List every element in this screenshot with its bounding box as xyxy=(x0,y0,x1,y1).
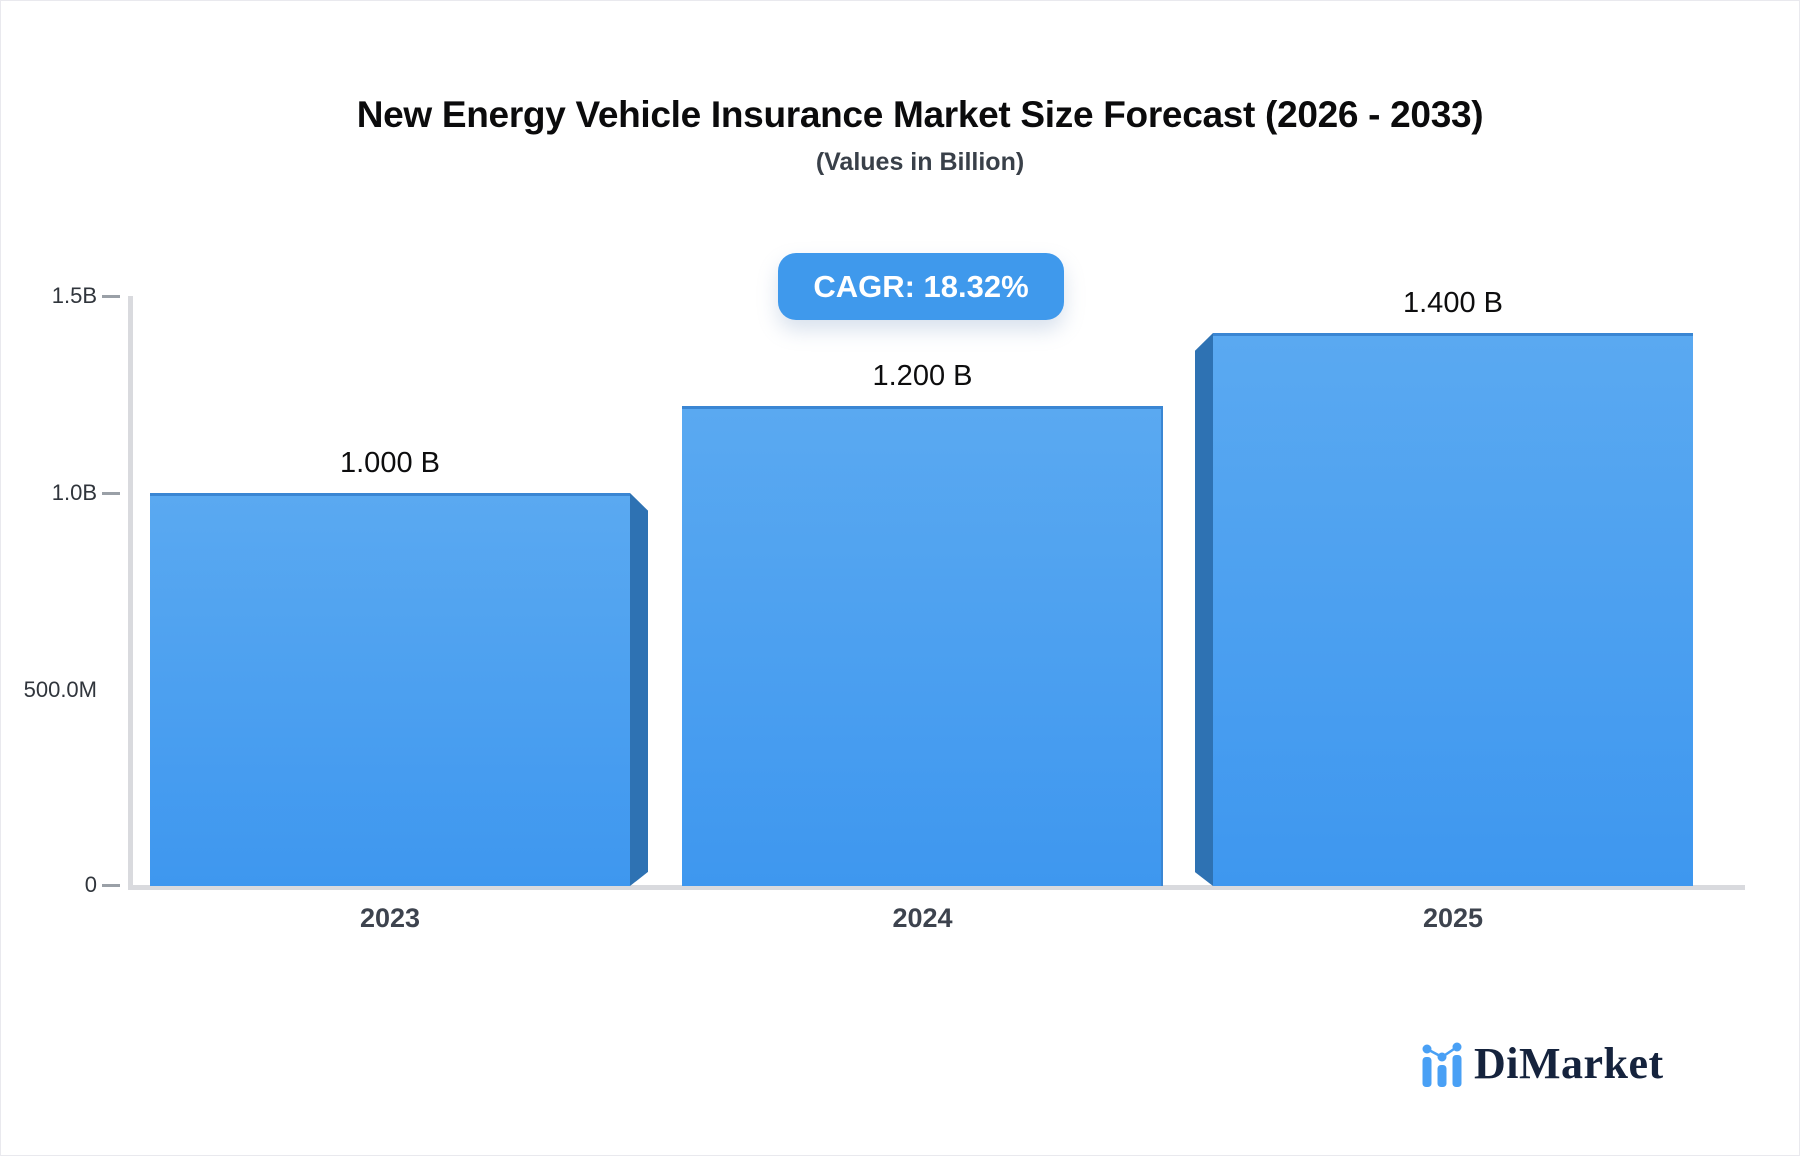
bar-2023-side-shadow xyxy=(630,493,648,886)
bar-2025 xyxy=(1213,333,1693,886)
x-tick-label-2025: 2025 xyxy=(1422,903,1484,933)
x-axis-baseline xyxy=(128,885,1745,890)
bar-2024 xyxy=(682,406,1163,886)
y-tick-dash-1-0b xyxy=(102,492,120,495)
y-tick-dash-0 xyxy=(102,884,120,887)
x-tick-label-2023: 2023 xyxy=(359,903,421,933)
bar-2025-side-shadow xyxy=(1195,333,1213,886)
cagr-badge: CAGR: 18.32% xyxy=(778,253,1064,320)
bar-2023 xyxy=(150,493,630,886)
bar-value-label-2025: 1.400 B xyxy=(1403,287,1503,319)
y-tick-label-0: 0 xyxy=(84,872,97,897)
y-axis-line xyxy=(128,296,133,885)
y-tick-dash-1-5b xyxy=(102,295,120,298)
chart-subtitle: (Values in Billion) xyxy=(815,148,1025,176)
chart-title: New Energy Vehicle Insurance Market Size… xyxy=(356,94,1484,135)
y-tick-label-500m: 500.0M xyxy=(23,677,97,702)
brand-logo-text: DiMarket xyxy=(1474,1039,1664,1088)
y-tick-label-1-5b: 1.5B xyxy=(51,283,97,308)
brand-logo: DiMarket xyxy=(1420,1038,1664,1089)
bar-value-label-2024: 1.200 B xyxy=(872,360,973,392)
bar-chart-with-dots-icon xyxy=(1422,1042,1462,1087)
bar-value-label-2023: 1.000 B xyxy=(340,447,440,479)
x-tick-label-2024: 2024 xyxy=(892,903,953,933)
y-tick-label-1-0b: 1.0B xyxy=(51,480,97,505)
